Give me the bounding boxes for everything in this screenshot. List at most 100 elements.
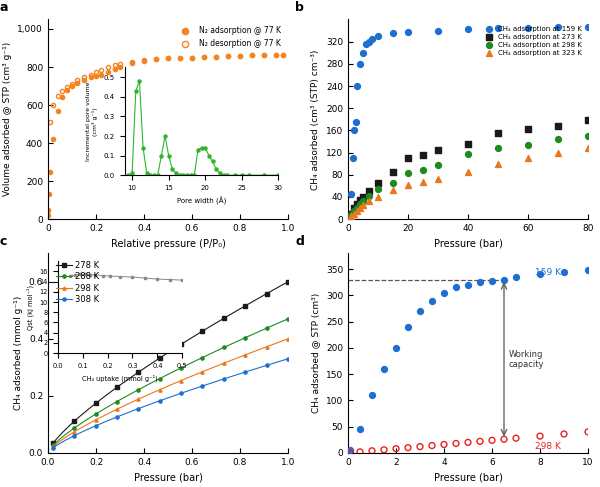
278 K <box>284 279 292 285</box>
CH₄ adsorption at 323 K <box>583 144 593 152</box>
Line: 278 K: 278 K <box>51 280 290 445</box>
CH₄ adsorption at 273 K <box>349 204 359 212</box>
308 K <box>178 391 185 396</box>
298 K <box>263 344 270 350</box>
Point <box>439 289 449 297</box>
298 K <box>178 377 185 383</box>
278 K <box>135 369 142 375</box>
Point <box>511 273 521 281</box>
308 K <box>130 408 137 413</box>
288 K <box>236 337 244 343</box>
308 K <box>183 389 190 394</box>
298 K <box>113 406 121 412</box>
298 K <box>204 367 211 373</box>
298 K <box>215 362 222 368</box>
CH₄ adsorption at 159 K <box>583 23 593 31</box>
Legend: CH₄ adsorption at 159 K, CH₄ adsorption at 273 K, CH₄ adsorption at 298 K, CH₄ a: CH₄ adsorption at 159 K, CH₄ adsorption … <box>479 23 584 59</box>
288 K <box>92 411 99 417</box>
288 K <box>60 433 67 439</box>
CH₄ adsorption at 159 K <box>493 24 503 32</box>
CH₄ adsorption at 273 K <box>433 146 443 154</box>
288 K <box>97 408 104 414</box>
CH₄ adsorption at 159 K <box>352 82 362 90</box>
Point <box>391 344 401 352</box>
308 K <box>236 371 244 376</box>
278 K <box>108 388 115 394</box>
CH₄ adsorption at 323 K <box>493 160 503 168</box>
278 K <box>194 332 201 337</box>
CH₄ adsorption at 159 K <box>553 23 563 31</box>
298 K <box>209 365 217 371</box>
Point <box>475 437 485 445</box>
298 K <box>161 384 169 390</box>
288 K <box>257 328 265 334</box>
288 K <box>55 438 62 444</box>
CH₄ adsorption at 298 K <box>373 185 383 192</box>
298 K <box>253 348 260 354</box>
278 K <box>60 429 67 434</box>
308 K <box>199 383 206 389</box>
288 K <box>194 357 201 363</box>
308 K <box>204 381 211 387</box>
X-axis label: Relative pressure (P/P₀): Relative pressure (P/P₀) <box>110 239 226 248</box>
Point <box>535 432 545 440</box>
Text: 298 K: 298 K <box>535 442 561 451</box>
CH₄ adsorption at 323 K <box>388 187 398 194</box>
288 K <box>231 339 238 345</box>
278 K <box>172 345 179 351</box>
288 K <box>215 347 222 353</box>
298 K <box>257 346 265 352</box>
278 K <box>103 393 110 398</box>
Point <box>355 425 365 433</box>
CH₄ adsorption at 273 K <box>403 154 413 162</box>
Point <box>583 428 593 436</box>
CH₄ adsorption at 323 K <box>433 175 443 183</box>
CH₄ adsorption at 159 K <box>523 24 533 32</box>
298 K <box>172 380 179 386</box>
CH₄ adsorption at 323 K <box>344 214 354 222</box>
298 K <box>103 412 110 417</box>
278 K <box>215 318 222 324</box>
288 K <box>220 345 227 351</box>
Point <box>403 444 413 451</box>
308 K <box>226 375 233 380</box>
CH₄ adsorption at 159 K <box>463 25 473 33</box>
CH₄ adsorption at 273 K <box>388 168 398 176</box>
278 K <box>226 312 233 318</box>
298 K <box>86 420 94 426</box>
Point <box>463 281 473 289</box>
308 K <box>167 394 174 400</box>
288 K <box>130 390 137 395</box>
308 K <box>279 357 286 363</box>
298 K <box>220 360 227 366</box>
288 K <box>161 373 169 379</box>
Point <box>583 266 593 274</box>
CH₄ adsorption at 159 K <box>358 49 368 56</box>
CH₄ adsorption at 298 K <box>352 204 362 212</box>
298 K <box>156 387 163 393</box>
Line: 288 K: 288 K <box>51 317 290 447</box>
288 K <box>65 429 73 435</box>
278 K <box>183 338 190 344</box>
CH₄ adsorption at 273 K <box>355 196 365 204</box>
298 K <box>236 354 244 360</box>
308 K <box>140 404 147 410</box>
CH₄ adsorption at 159 K <box>348 154 358 162</box>
308 K <box>263 362 270 368</box>
Point <box>367 391 377 399</box>
278 K <box>178 341 185 347</box>
308 K <box>71 433 78 439</box>
278 K <box>279 282 286 288</box>
288 K <box>204 352 211 358</box>
CH₄ adsorption at 323 K <box>355 204 365 212</box>
298 K <box>145 392 152 397</box>
308 K <box>161 396 169 402</box>
CH₄ adsorption at 273 K <box>358 193 368 201</box>
278 K <box>209 322 217 328</box>
Y-axis label: CH₄ adsorbed (cm³ (STP) cm⁻³): CH₄ adsorbed (cm³ (STP) cm⁻³) <box>311 49 320 189</box>
308 K <box>92 423 99 429</box>
CH₄ adsorption at 323 K <box>523 154 533 162</box>
278 K <box>49 441 56 447</box>
288 K <box>178 365 185 371</box>
298 K <box>92 417 99 423</box>
